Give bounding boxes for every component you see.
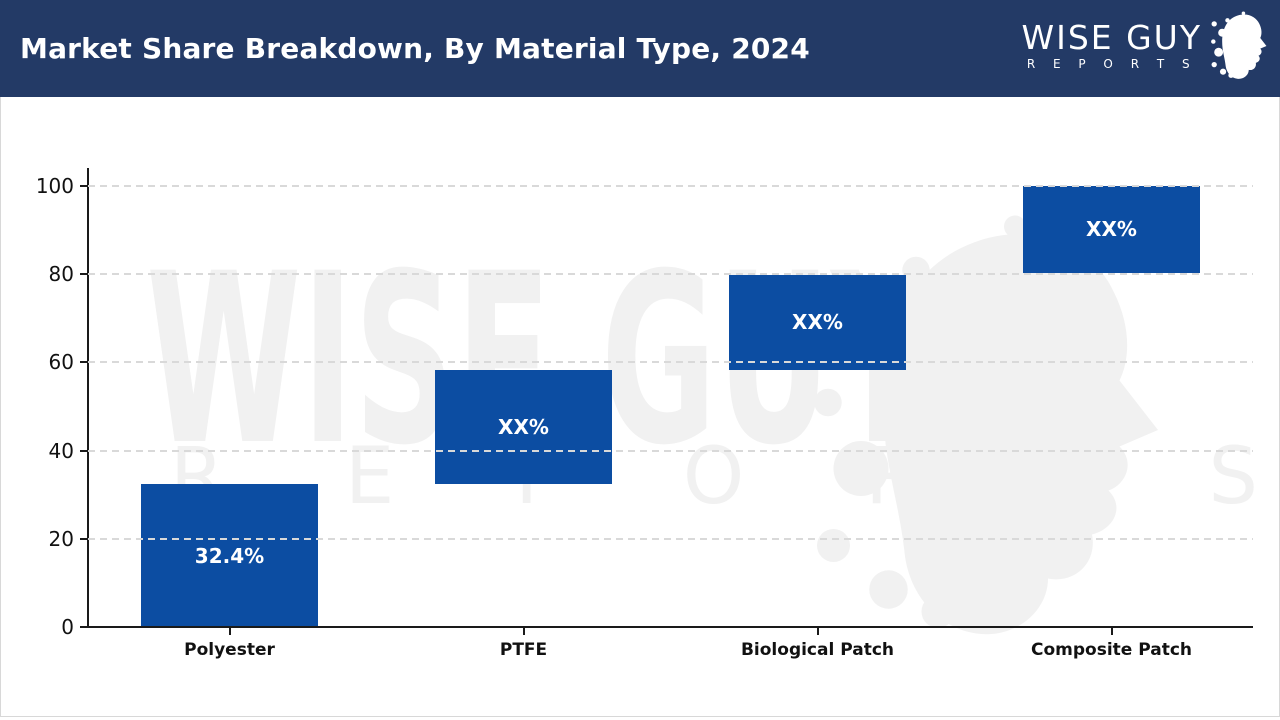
x-tick-mark: [522, 627, 525, 635]
y-tick-label: 60: [48, 350, 74, 375]
y-tick-mark: [80, 273, 88, 276]
y-tick-mark: [80, 449, 88, 452]
x-tick-mark: [1110, 627, 1113, 635]
page-title: Market Share Breakdown, By Material Type…: [20, 32, 810, 65]
y-tick-label: 0: [61, 615, 74, 639]
brand-name: WISE GUY: [1021, 17, 1202, 57]
gridline-40: [88, 449, 1253, 452]
y-tick-mark: [80, 537, 88, 540]
brand-face-icon: [1211, 11, 1267, 79]
brand-logo-text: WISE GUY R E P O R T S: [1021, 17, 1202, 72]
x-tick-label-1: Polyester: [184, 640, 275, 660]
bar-value-label: XX%: [498, 415, 549, 439]
gridline-100: [88, 185, 1253, 187]
x-tick-mark: [816, 627, 819, 635]
x-tick-mark: [228, 627, 231, 635]
bar-composite-patch: XX%: [1023, 186, 1200, 273]
x-tick-label-4: Composite Patch: [1030, 640, 1193, 660]
y-tick-label: 80: [48, 262, 74, 287]
brand-subname: R E P O R T S: [1026, 57, 1197, 72]
gridline-20: [88, 537, 1253, 540]
y-tick-mark: [80, 185, 88, 187]
x-tick-label-3: Biological Patch: [740, 640, 895, 660]
brand-logo: WISE GUY R E P O R T S: [1021, 8, 1270, 84]
bar-biological-patch: XX%: [729, 275, 906, 370]
x-axis-line: [87, 626, 1253, 628]
x-tick-label-2: PTFE: [499, 640, 548, 660]
y-axis-line: [87, 168, 89, 628]
y-tick-label: 100: [35, 174, 74, 198]
bar-polyester: 32.4%: [141, 484, 318, 627]
bar-ptfe: XX%: [435, 369, 612, 485]
y-tick-mark: [80, 626, 88, 628]
bar-value-label: XX%: [1086, 217, 1137, 242]
gridline-80: [88, 273, 1253, 276]
app-header: Market Share Breakdown, By Material Type…: [0, 0, 1280, 97]
bar-value-label: XX%: [792, 310, 843, 335]
y-tick-label: 40: [48, 438, 74, 463]
bar-value-label: 32.4%: [194, 543, 265, 568]
y-tick-mark: [80, 361, 88, 364]
y-tick-label: 20: [48, 526, 74, 551]
gridline-60: [88, 361, 1253, 364]
